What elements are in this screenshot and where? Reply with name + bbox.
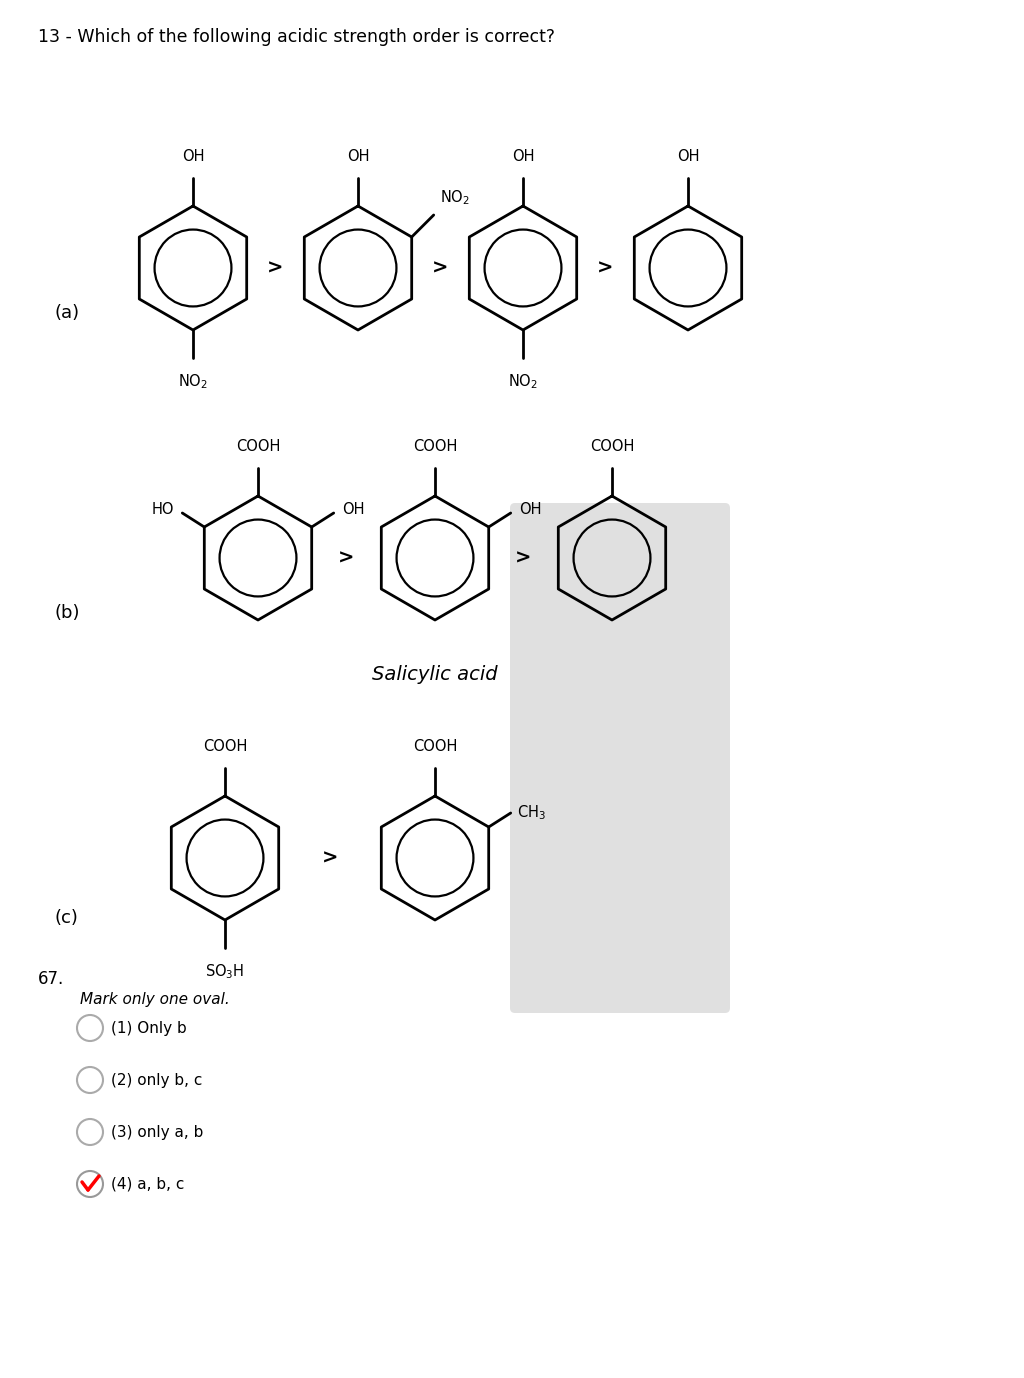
Text: Salicylic acid: Salicylic acid (372, 666, 498, 685)
Text: CH$_3$: CH$_3$ (517, 803, 546, 823)
Text: OH: OH (519, 502, 542, 517)
Text: >: > (432, 259, 449, 277)
Text: (b): (b) (55, 604, 81, 621)
Text: NO$_2$: NO$_2$ (508, 372, 538, 391)
Text: >: > (322, 849, 338, 868)
Text: >: > (597, 259, 613, 277)
Text: >: > (267, 259, 284, 277)
Text: COOH: COOH (590, 440, 634, 453)
Text: >: > (338, 548, 354, 568)
Text: COOH: COOH (203, 739, 247, 754)
Text: OH: OH (181, 149, 204, 164)
Text: OH: OH (342, 502, 365, 517)
Text: 67.: 67. (38, 970, 65, 988)
Text: OH: OH (512, 149, 535, 164)
Text: 13 - Which of the following acidic strength order is correct?: 13 - Which of the following acidic stren… (38, 28, 555, 45)
Text: OH: OH (677, 149, 699, 164)
Text: COOH: COOH (413, 739, 457, 754)
Text: NO$_2$: NO$_2$ (178, 372, 208, 391)
Text: OH: OH (347, 149, 370, 164)
Text: COOH: COOH (236, 440, 281, 453)
Text: Mark only one oval.: Mark only one oval. (80, 992, 229, 1007)
Text: (2) only b, c: (2) only b, c (111, 1072, 203, 1087)
Text: (c): (c) (55, 909, 79, 927)
Text: HO: HO (152, 502, 174, 517)
Text: (a): (a) (55, 305, 80, 322)
Text: >: > (515, 548, 531, 568)
Text: (1) Only b: (1) Only b (111, 1021, 186, 1035)
Text: (3) only a, b: (3) only a, b (111, 1124, 204, 1140)
Text: COOH: COOH (413, 440, 457, 453)
FancyBboxPatch shape (510, 503, 730, 1013)
Text: NO$_2$: NO$_2$ (439, 189, 470, 207)
Text: (4) a, b, c: (4) a, b, c (111, 1177, 184, 1192)
Text: SO$_3$H: SO$_3$H (205, 962, 245, 981)
